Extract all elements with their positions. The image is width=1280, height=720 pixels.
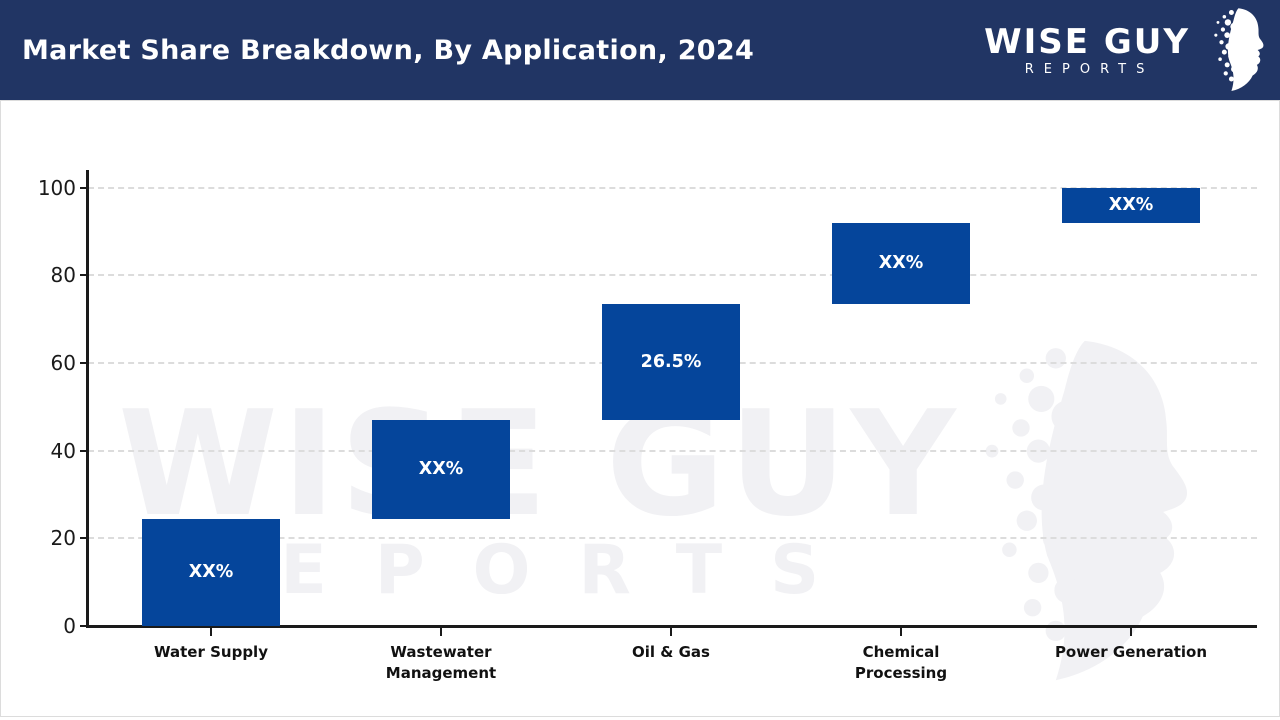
bar xyxy=(372,419,510,519)
bar xyxy=(142,518,280,626)
header: Market Share Breakdown, By Application, … xyxy=(0,0,1280,100)
x-axis-line xyxy=(88,625,1257,628)
category-label: Oil & Gas xyxy=(632,643,710,661)
x-tick-mark xyxy=(670,628,672,636)
bar-value-label: XX% xyxy=(878,253,924,274)
bar xyxy=(832,222,970,304)
x-tick-mark xyxy=(440,628,442,636)
y-tick-mark xyxy=(80,186,88,189)
bar-value-label: 26.5% xyxy=(640,351,702,372)
bar-value-label: XX% xyxy=(1108,195,1154,216)
category-label: Chemical Processing xyxy=(854,643,948,682)
x-tick-mark xyxy=(900,628,902,636)
x-tick-mark xyxy=(210,628,212,636)
gridline xyxy=(88,537,1257,540)
watermark-subtitle: REPORTS xyxy=(180,531,868,610)
category-label: Wastewater Management xyxy=(385,643,497,682)
page-title: Market Share Breakdown, By Application, … xyxy=(22,34,755,66)
brand-logo: WISE GUY REPORTS xyxy=(984,4,1266,96)
logo-wordmark: WISE GUY REPORTS xyxy=(984,25,1190,76)
y-tick-label: 0 xyxy=(63,614,76,638)
chart-area: WISE GUY REPORTS 0 20 40 60 80 100 XX% Water Su… xyxy=(0,100,1280,720)
y-tick-label: 80 xyxy=(50,263,76,288)
bar xyxy=(602,303,740,420)
logo-line1: WISE GUY xyxy=(984,21,1190,62)
logo-line2: REPORTS xyxy=(1024,61,1155,77)
y-tick-label: 60 xyxy=(50,350,76,375)
gridline xyxy=(88,186,1257,189)
y-tick-label: 20 xyxy=(50,526,76,551)
gridline xyxy=(88,449,1257,452)
x-tick-mark xyxy=(1130,628,1132,636)
y-tick-mark xyxy=(80,625,88,627)
gridline xyxy=(88,274,1257,277)
bar-value-label: XX% xyxy=(188,562,234,583)
y-tick-label: 100 xyxy=(37,175,76,200)
y-tick-mark xyxy=(80,449,88,452)
y-axis-line xyxy=(86,170,89,628)
y-tick-mark xyxy=(80,361,88,364)
y-tick-label: 40 xyxy=(50,438,76,463)
y-tick-mark xyxy=(80,274,88,277)
watermark-wordmark: WISE GUY xyxy=(118,380,960,549)
category-label: Power Generation xyxy=(1054,643,1208,661)
y-tick-mark xyxy=(80,537,88,540)
bar-value-label: XX% xyxy=(418,459,464,480)
bar xyxy=(1062,187,1200,223)
category-label: Water Supply xyxy=(154,643,268,661)
